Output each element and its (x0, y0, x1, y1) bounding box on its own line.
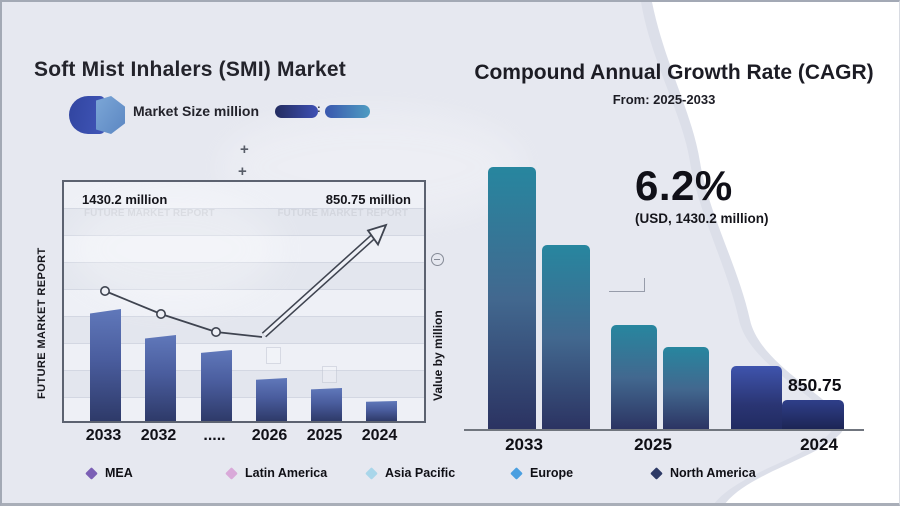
left-bar-..... (201, 350, 232, 421)
left-chart-title: Soft Mist Inhalers (SMI) Market (34, 58, 346, 81)
left-bar-2025 (311, 388, 342, 421)
legend-item-latin-america: Latin America (225, 466, 328, 480)
legend-label: Europe (530, 466, 574, 480)
plus-mark-icon: + (240, 141, 249, 158)
bracket-line (609, 291, 645, 292)
ghost-doc-icon (266, 347, 281, 364)
annotation-850: 850.75 million (325, 192, 411, 207)
legend-pill-separator: : (317, 103, 321, 115)
right-chart-baseline (464, 429, 864, 431)
capsule-inhaler-icon (69, 96, 125, 134)
right-bar-2024-series-b (782, 400, 844, 431)
legend-label: Latin America (245, 466, 328, 480)
plus-mark-icon: + (238, 163, 247, 180)
right-chart-bars (2, 2, 899, 431)
right-bar-2025-series-b (663, 347, 709, 431)
plot-decor-blob (69, 194, 279, 304)
legend-pill-dark-icon (275, 105, 318, 118)
region-legend: MEA Latin America Asia Pacific Europe North … (2, 466, 899, 488)
market-size-legend-label: Market Size million (133, 103, 260, 119)
legend-label: North America (670, 466, 756, 480)
left-xlabel-1: 2032 (140, 427, 177, 444)
legend-diamond-icon (510, 466, 523, 480)
ghost-doc-icon (322, 366, 337, 383)
left-bar-2032 (145, 335, 176, 421)
annotation-ghost: FUTURE MARKET REPORT (277, 208, 408, 219)
legend-diamond-icon (225, 466, 238, 480)
legend-label: Asia Pacific (385, 466, 456, 480)
right-chart-subtitle: From: 2025-2033 (612, 92, 716, 107)
right-bar-2024-series-a (731, 366, 782, 431)
left-xlabel-4: 2025 (306, 427, 343, 444)
right-xlabel-0: 2033 (505, 435, 543, 454)
minus-circle-icon (431, 253, 444, 266)
right-chart-xlabels: 2033 2025 2024 (2, 435, 899, 457)
legend-label: MEA (105, 466, 133, 480)
left-xlabel-3: 2026 (251, 427, 288, 444)
bracket-line (644, 278, 645, 292)
legend-item-north-america: North America (650, 466, 756, 480)
right-xlabel-1: 2025 (634, 435, 672, 454)
left-bar-2024 (366, 401, 397, 421)
left-bar-2033 (90, 309, 121, 421)
callout-850: 850.75 (788, 375, 842, 395)
right-bar-2033-series-b (542, 245, 590, 431)
left-bar-2026 (256, 378, 287, 421)
cagr-caption: (USD, 1430.2 million) (635, 211, 769, 226)
right-chart-title: Compound Annual Growth Rate (CAGR) (474, 61, 874, 84)
left-xlabel-0: 2033 (85, 427, 122, 444)
left-chart-xlabels: 2033 2032..... 2026 2025 2024 (62, 427, 426, 449)
left-xlabel-2: ..... (203, 427, 226, 444)
cagr-value: 6.2% (635, 162, 733, 209)
right-bar-2033-series-a (488, 167, 536, 431)
left-chart-bars (64, 182, 424, 421)
annotation-1430: 1430.2 million (82, 192, 168, 207)
left-xlabel-5: 2024 (361, 427, 398, 444)
legend-pill-teal-icon (325, 105, 370, 118)
right-xlabel-2: 2024 (800, 435, 838, 454)
left-chart-plot: 1430.2 million 850.75 million FUTURE MAR… (62, 180, 426, 423)
annotation-ghost: FUTURE MARKET REPORT (84, 208, 215, 219)
legend-diamond-icon (650, 466, 663, 480)
trend-line-arrow (99, 223, 388, 338)
right-bar-2025-series-a (611, 325, 657, 431)
legend-item-europe: Europe (510, 466, 574, 480)
legend-diamond-icon (85, 466, 98, 480)
legend-item-mea: MEA (85, 466, 133, 480)
legend-diamond-icon (365, 466, 378, 480)
legend-item-asia-pacific: Asia Pacific (365, 466, 456, 480)
